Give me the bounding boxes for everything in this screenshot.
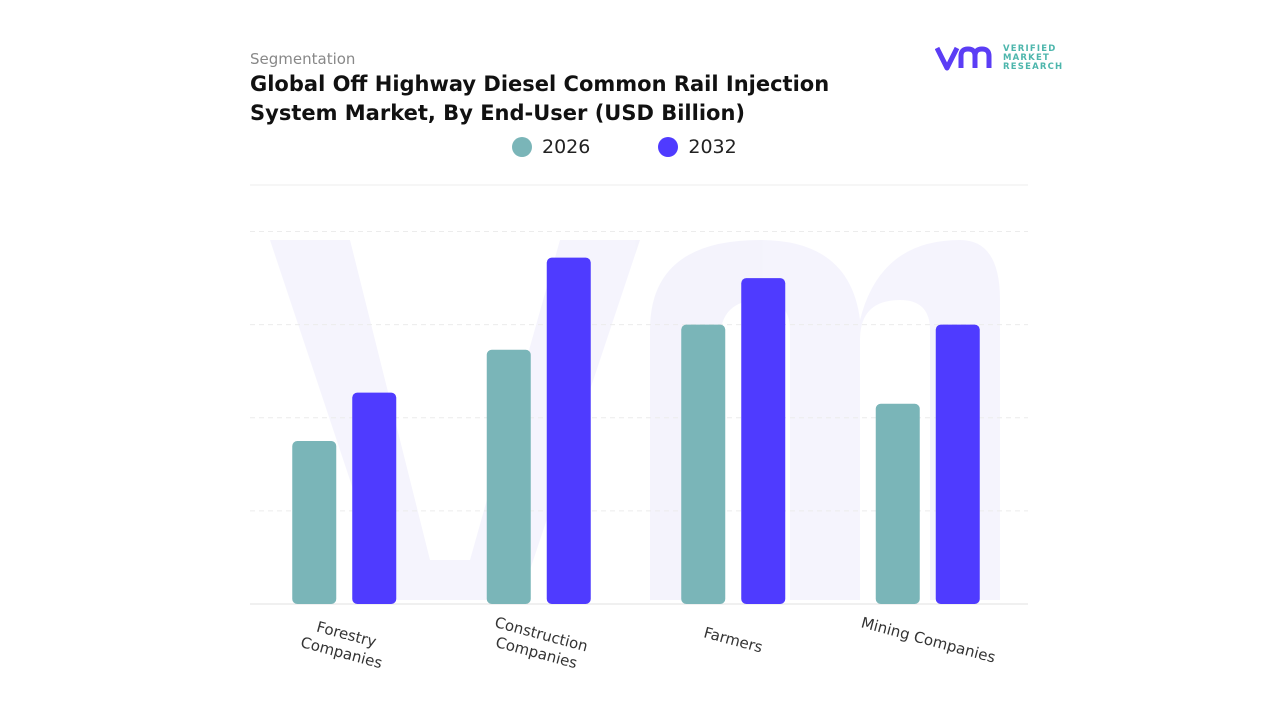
- bar-2026-mining-companies: [875, 403, 920, 604]
- vmr-logo: VERIFIED MARKET RESEARCH: [935, 44, 1063, 72]
- bar-2032-forestry-companies: [352, 392, 397, 604]
- logo-line-2: MARKET: [1003, 52, 1050, 63]
- bar-2026-construction-companies: [486, 349, 531, 604]
- legend: 2026 2032: [512, 136, 737, 158]
- legend-item-2032: 2032: [658, 136, 737, 158]
- bar-2032-construction-companies: [546, 257, 591, 604]
- bar-2026-farmers: [681, 324, 726, 604]
- legend-item-2026: 2026: [512, 136, 590, 158]
- logo-line-1: VERIFIED: [1003, 43, 1057, 54]
- legend-label-2032: 2032: [688, 136, 737, 158]
- logo-line-3: RESEARCH: [1003, 61, 1064, 72]
- vmr-logo-mark-icon: [935, 46, 992, 71]
- legend-label-2026: 2026: [542, 136, 591, 158]
- legend-swatch-2032: [658, 137, 679, 157]
- chart-subtitle: Segmentation: [250, 50, 356, 68]
- bar-2026-forestry-companies: [292, 441, 337, 604]
- bar-2032-mining-companies: [935, 324, 980, 604]
- legend-swatch-2026: [512, 137, 532, 157]
- bar-2032-farmers: [741, 278, 786, 604]
- chart-title: Global Off Highway Diesel Common Rail In…: [250, 72, 830, 125]
- bars: [292, 257, 980, 604]
